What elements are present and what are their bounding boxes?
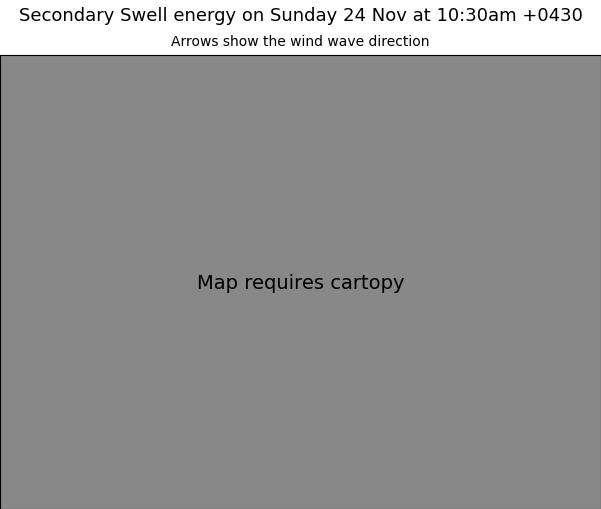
- Text: Secondary Swell energy on Sunday 24 Nov at 10:30am +0430: Secondary Swell energy on Sunday 24 Nov …: [19, 7, 582, 24]
- Text: Arrows show the wind wave direction: Arrows show the wind wave direction: [171, 35, 430, 49]
- Text: Map requires cartopy: Map requires cartopy: [197, 273, 404, 292]
